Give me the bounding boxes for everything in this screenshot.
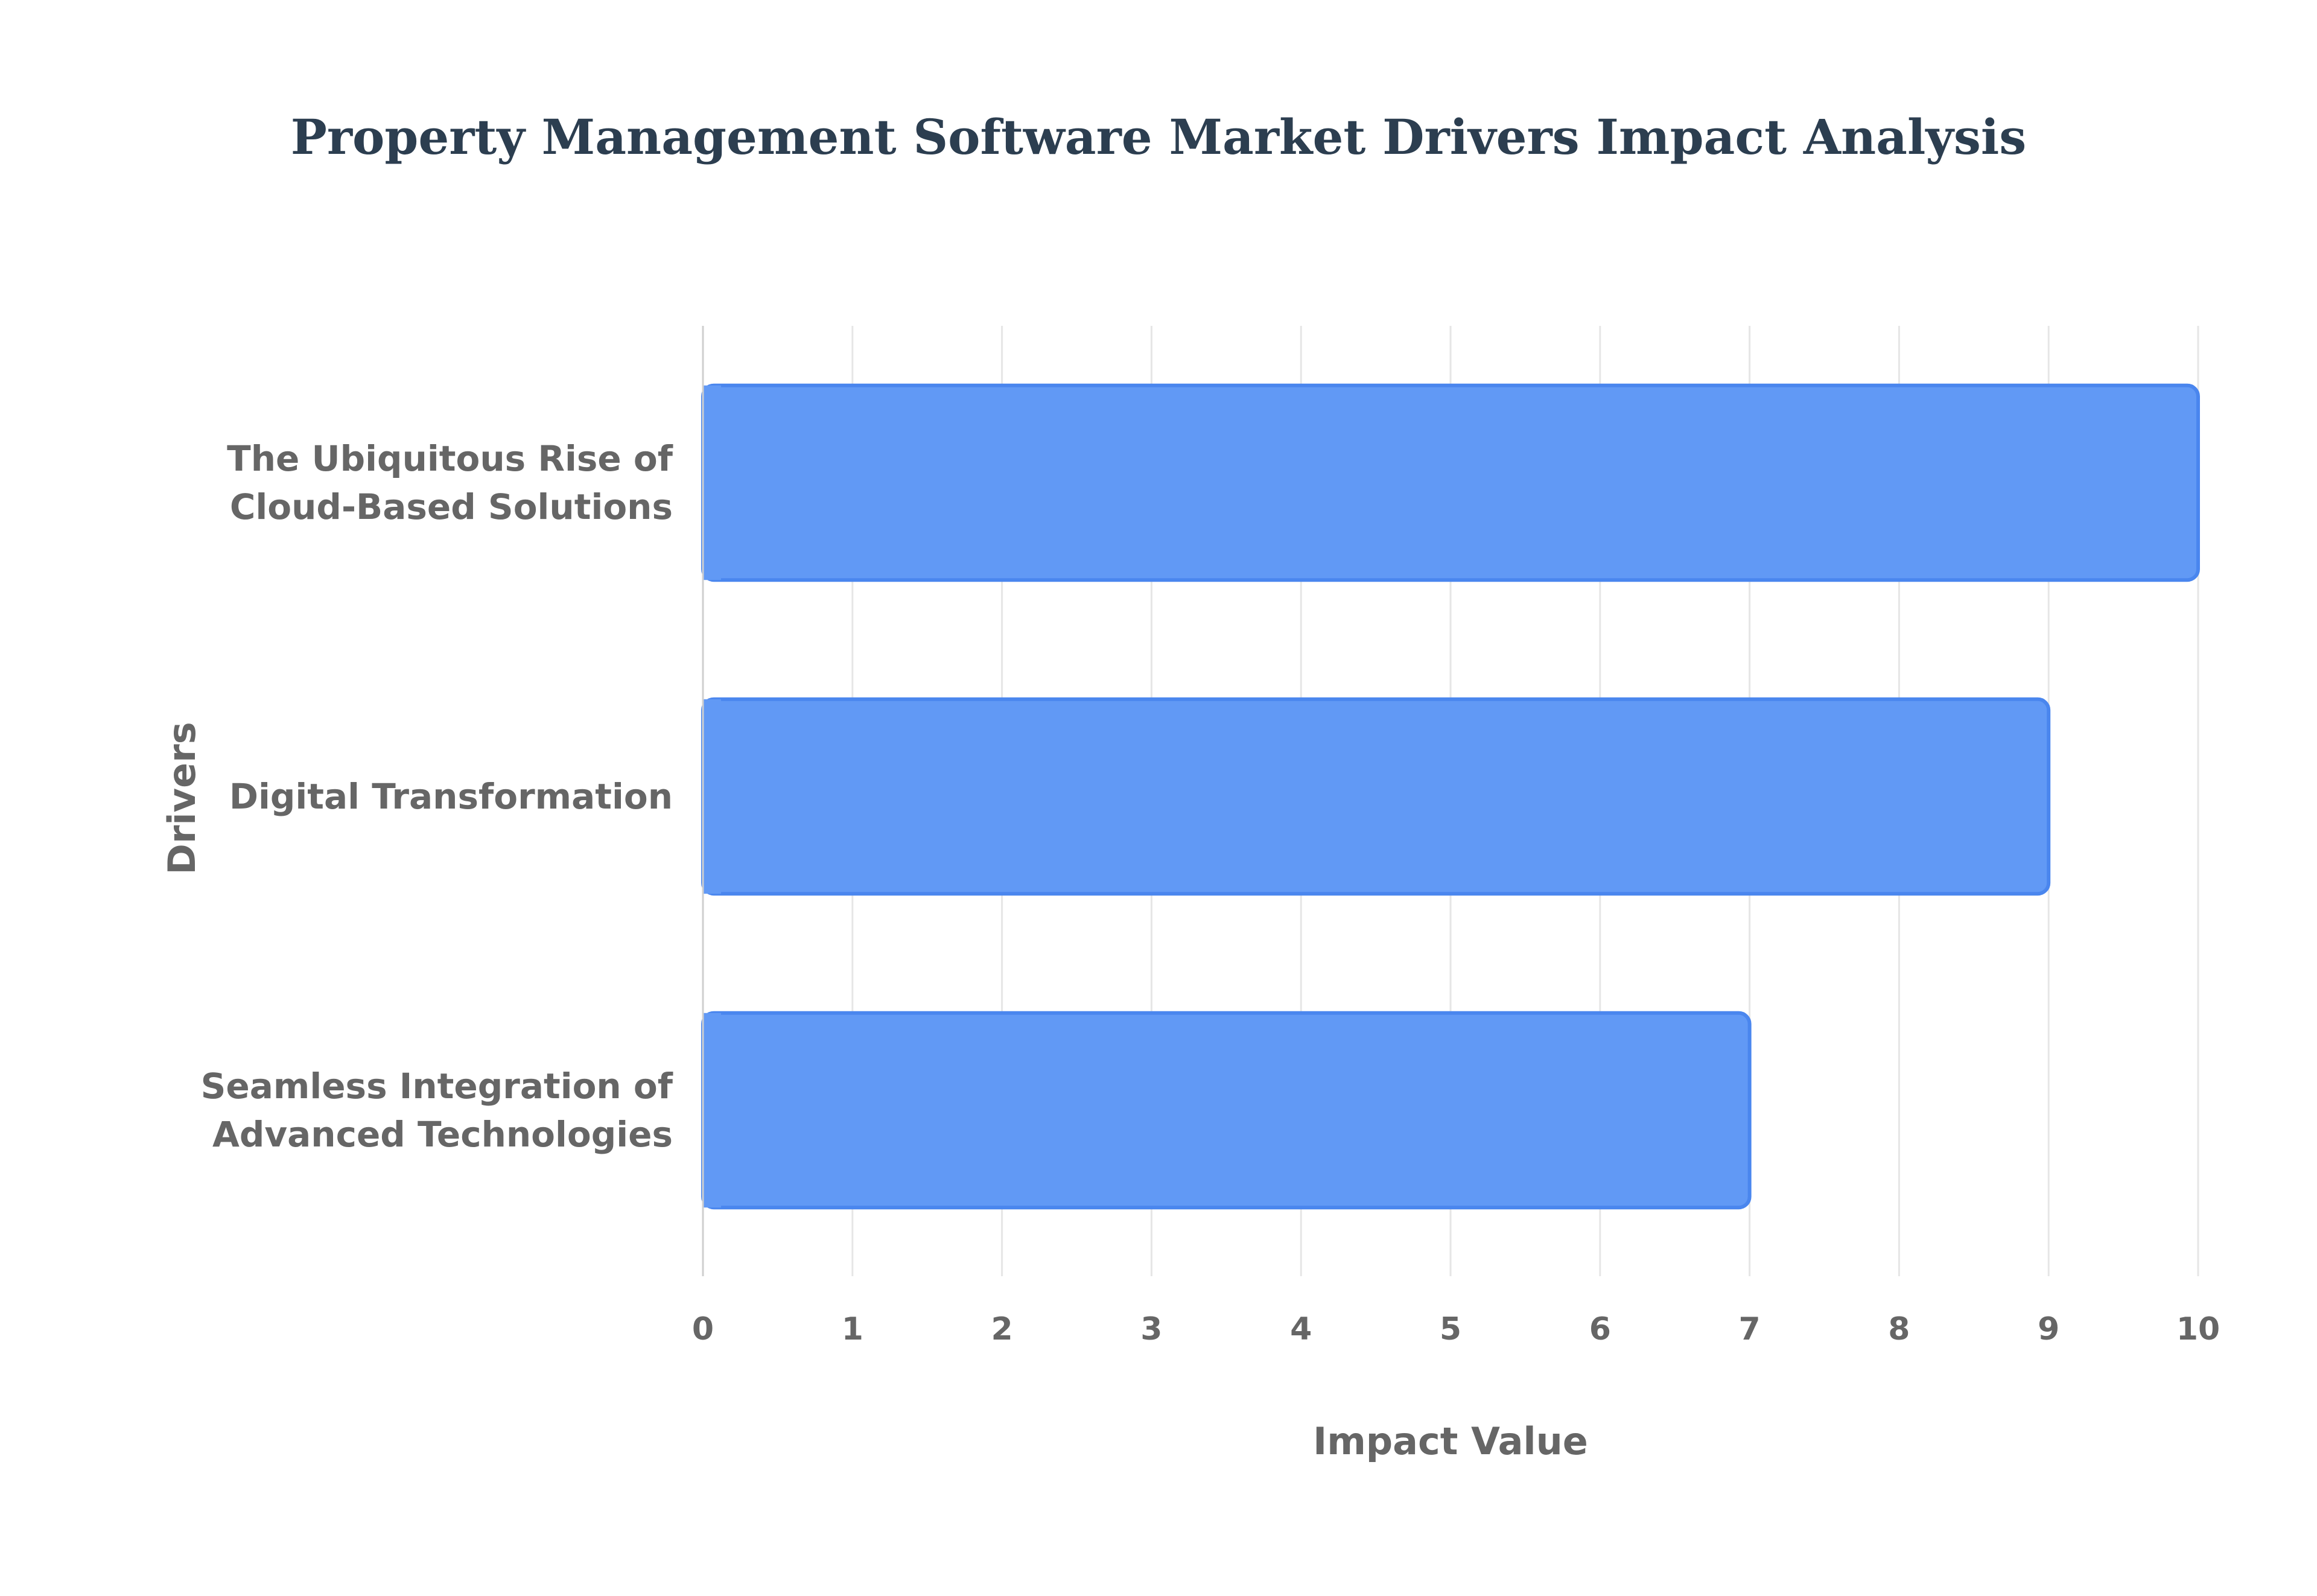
chart-title: Property Management Software Market Driv… [291, 109, 2027, 165]
y-tick-label: The Ubiquitous Rise of Cloud-Based Soluti… [227, 438, 673, 527]
axes: 0 1 2 3 4 5 6 7 8 9 10 The Ubiquitous Rise of Cloud-… [201, 326, 2220, 1347]
bar-base [703, 385, 721, 580]
x-tick-label: 1 [842, 1311, 863, 1347]
x-tick-label: 7 [1739, 1311, 1761, 1347]
x-tick-label: 2 [991, 1311, 1013, 1347]
bars [701, 383, 2200, 1210]
bar-base [703, 699, 721, 894]
x-tick-label: 8 [1888, 1311, 1910, 1347]
y-tick-label: Digital Transformation [229, 776, 673, 817]
bar [701, 697, 2051, 896]
y-tick-label-line: The Ubiquitous Rise of [227, 438, 673, 479]
bar-base [703, 1013, 721, 1208]
x-tick-label: 5 [1440, 1311, 1461, 1347]
bar [701, 1011, 1752, 1210]
y-tick-label: Seamless Integration of Advanced Technolo… [201, 1066, 673, 1155]
x-tick-label: 9 [2038, 1311, 2059, 1347]
y-tick-label-line: Digital Transformation [229, 776, 673, 817]
y-axis-title: Drivers [160, 722, 204, 874]
x-tick-label: 10 [2176, 1311, 2220, 1347]
bar [701, 383, 2200, 582]
x-tick-label: 0 [692, 1311, 714, 1347]
x-tick-label: 4 [1290, 1311, 1312, 1347]
x-tick-label: 6 [1589, 1311, 1611, 1347]
y-tick-label-line: Cloud-Based Solutions [230, 486, 673, 527]
y-tick-label-line: Seamless Integration of [201, 1066, 673, 1107]
x-tick-label: 3 [1140, 1311, 1162, 1347]
x-axis-title: Impact Value [1313, 1419, 1588, 1463]
y-tick-label-line: Advanced Technologies [212, 1114, 673, 1155]
